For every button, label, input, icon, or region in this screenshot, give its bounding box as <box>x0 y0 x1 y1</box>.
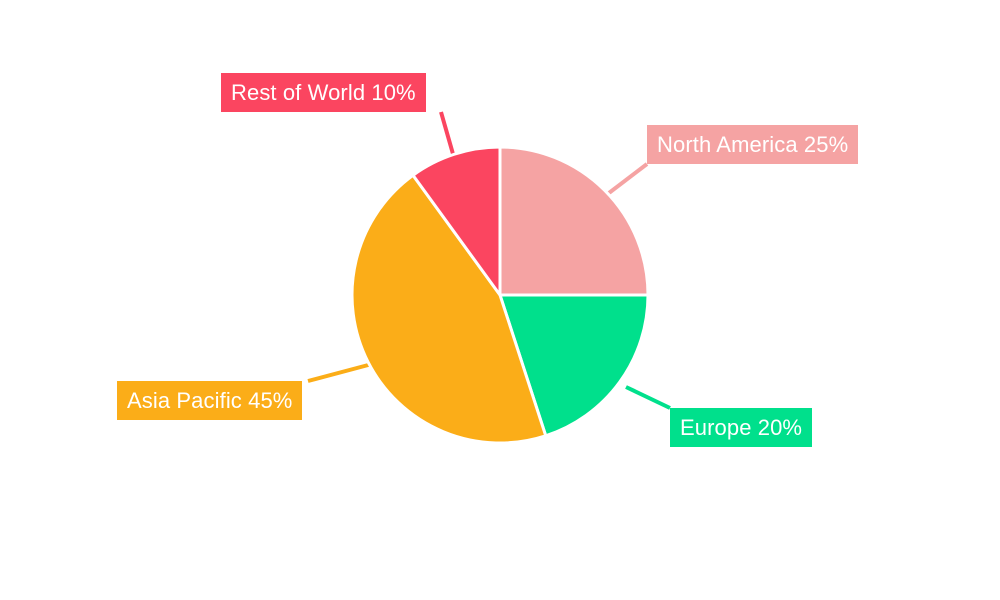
slice-label-north-america-text: North America 25% <box>657 131 849 157</box>
leader-line-asia-pacific <box>307 362 373 383</box>
slice-label-rest-of-world-text: Rest of World 10% <box>231 79 416 105</box>
slice-label-asia-pacific[interactable]: Asia Pacific 45% <box>117 381 303 420</box>
slice-label-europe[interactable]: Europe 20% <box>670 408 813 447</box>
leader-lines <box>307 111 671 410</box>
slice-label-north-america[interactable]: North America 25% <box>647 125 859 164</box>
pie-slice-asia-pacific[interactable] <box>350 173 548 445</box>
pie-slice-europe[interactable] <box>498 293 650 438</box>
slice-label-europe-text: Europe 20% <box>680 414 803 440</box>
pie-slice-north-america[interactable] <box>498 145 650 297</box>
slice-label-asia-pacific-text: Asia Pacific 45% <box>127 387 293 413</box>
pie-slices <box>350 145 650 445</box>
leader-line-north-america <box>603 162 649 198</box>
pie-slice-rest-of-world[interactable] <box>411 145 502 297</box>
leader-line-europe <box>625 385 671 410</box>
slice-label-rest-of-world[interactable]: Rest of World 10% <box>221 73 426 112</box>
